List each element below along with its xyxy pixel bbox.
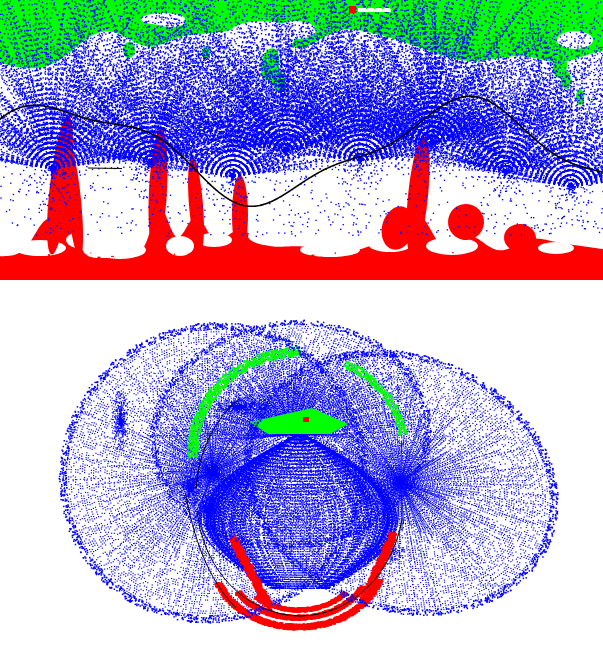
synoptic-map-canvas[interactable] [0,0,603,280]
three-dimensional-view-canvas[interactable] [0,300,603,645]
three-dimensional-view-panel[interactable] [0,300,603,645]
synoptic-map-panel[interactable] [0,0,603,280]
